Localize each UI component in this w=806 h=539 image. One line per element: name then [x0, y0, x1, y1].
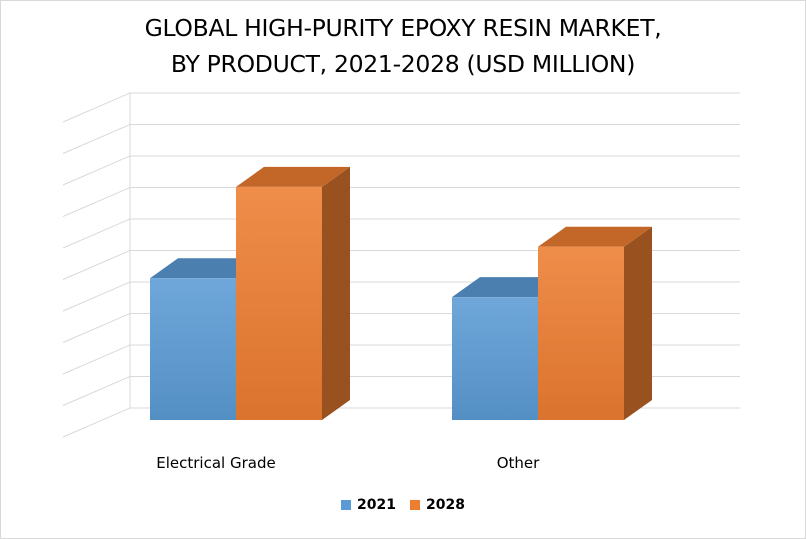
bar-front-face	[150, 278, 236, 420]
legend-label-2028: 2028	[426, 497, 465, 513]
gridline-side	[62, 124, 131, 154]
gridline-side	[62, 250, 131, 280]
bars	[150, 166, 652, 420]
bar-2028-electrical-grade	[236, 166, 350, 420]
bar-front-face	[236, 186, 322, 420]
gridline-side	[62, 313, 131, 343]
gridline-side	[62, 281, 131, 312]
bar-front-face	[538, 246, 624, 420]
gridline-side	[62, 344, 131, 375]
legend: 2021 2028	[0, 497, 806, 513]
gridline-side	[62, 218, 131, 249]
legend-item-2028: 2028	[410, 497, 465, 513]
legend-label-2021: 2021	[357, 497, 396, 513]
bar-top-face	[150, 258, 264, 279]
bar-2028-other	[538, 226, 652, 420]
category-labels: Electrical Grade Other	[156, 454, 540, 472]
bar-top-face	[452, 277, 566, 298]
bar-side-face	[322, 166, 350, 420]
bar-top-face	[538, 226, 652, 247]
gridline-side	[62, 92, 131, 123]
gridline-side	[62, 187, 131, 217]
category-label: Electrical Grade	[156, 454, 275, 472]
chart-title: GLOBAL HIGH-PURITY EPOXY RESIN MARKET, B…	[0, 10, 806, 82]
chart-title-line-1: GLOBAL HIGH-PURITY EPOXY RESIN MARKET,	[144, 14, 662, 42]
legend-item-2021: 2021	[341, 497, 396, 513]
chart-title-line-2: BY PRODUCT, 2021-2028 (USD MILLION)	[170, 50, 636, 78]
legend-swatch-2021	[341, 500, 352, 510]
bar-front-face	[452, 297, 538, 420]
gridline-side	[62, 407, 131, 438]
legend-swatch-2028	[410, 500, 420, 510]
gridline-side	[62, 376, 131, 406]
gridline-side	[62, 155, 131, 186]
bar-top-face	[236, 166, 350, 187]
bar-side-face	[624, 226, 652, 420]
category-label: Other	[497, 454, 540, 472]
